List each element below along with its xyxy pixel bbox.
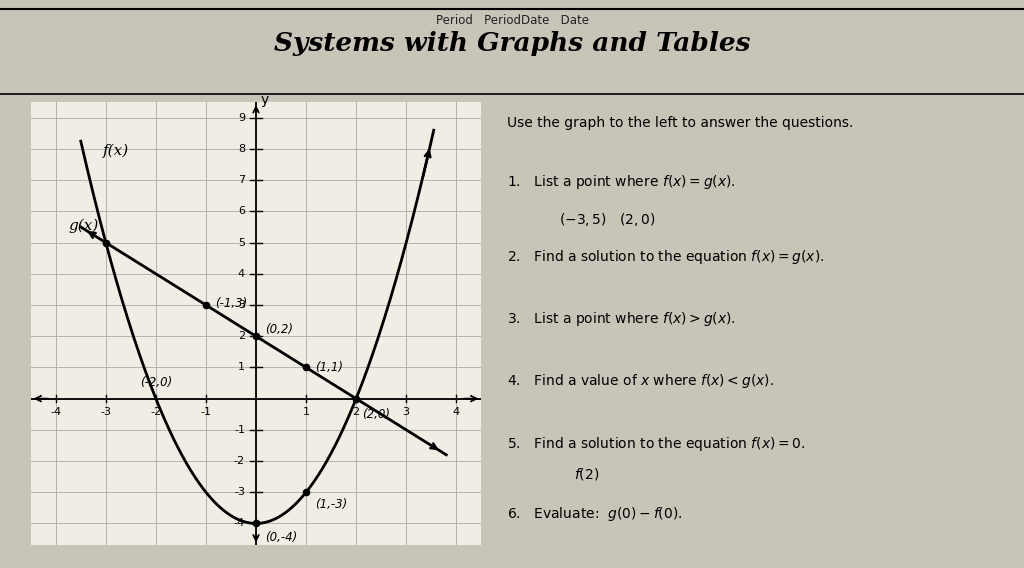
- Text: -3: -3: [100, 407, 112, 417]
- Text: (0,-4): (0,-4): [265, 531, 297, 544]
- Text: $(-3, 5)$   $(2, 0)$: $(-3, 5)$ $(2, 0)$: [559, 211, 655, 228]
- Text: Period   PeriodDate   Date: Period PeriodDate Date: [435, 14, 589, 27]
- Text: 7: 7: [238, 176, 245, 185]
- Text: -4: -4: [233, 519, 245, 528]
- Text: (-1,3): (-1,3): [215, 297, 247, 310]
- Text: 4: 4: [238, 269, 245, 279]
- Text: (1,1): (1,1): [315, 361, 343, 374]
- Text: y: y: [261, 93, 269, 107]
- Text: 5.   Find a solution to the equation $f(x) = 0$.: 5. Find a solution to the equation $f(x)…: [507, 435, 805, 453]
- Text: 6: 6: [238, 206, 245, 216]
- Text: f(x): f(x): [103, 144, 130, 158]
- Text: -2: -2: [233, 456, 245, 466]
- Text: 8: 8: [238, 144, 245, 154]
- Text: (-2,0): (-2,0): [139, 375, 172, 389]
- Text: -3: -3: [234, 487, 245, 497]
- Text: 1: 1: [302, 407, 309, 417]
- Text: 4.   Find a value of $x$ where $f(x) < g(x)$.: 4. Find a value of $x$ where $f(x) < g(x…: [507, 373, 774, 390]
- Text: (2,0): (2,0): [362, 408, 390, 421]
- Text: $f(2)$: $f(2)$: [574, 466, 599, 482]
- Text: g(x): g(x): [69, 219, 98, 233]
- Text: -1: -1: [234, 425, 245, 435]
- Text: 3: 3: [238, 300, 245, 310]
- Text: -2: -2: [151, 407, 162, 417]
- Text: 9: 9: [238, 113, 245, 123]
- Text: 1.   List a point where $f(x) = g(x)$.: 1. List a point where $f(x) = g(x)$.: [507, 173, 736, 191]
- Text: -4: -4: [50, 407, 61, 417]
- Text: Systems with Graphs and Tables: Systems with Graphs and Tables: [273, 31, 751, 56]
- Text: 4: 4: [453, 407, 460, 417]
- Text: 2: 2: [238, 331, 245, 341]
- Text: 5: 5: [238, 237, 245, 248]
- Text: 3.   List a point where $f(x) > g(x)$.: 3. List a point where $f(x) > g(x)$.: [507, 311, 736, 328]
- Text: 2: 2: [352, 407, 359, 417]
- Text: -1: -1: [201, 407, 211, 417]
- Text: 2.   Find a solution to the equation $f(x) = g(x)$.: 2. Find a solution to the equation $f(x)…: [507, 248, 824, 266]
- Text: 6.   Evaluate:  $g(0) - f(0)$.: 6. Evaluate: $g(0) - f(0)$.: [507, 506, 682, 523]
- Text: (1,-3): (1,-3): [315, 498, 347, 511]
- Text: (0,2): (0,2): [265, 324, 293, 336]
- Text: 1: 1: [238, 362, 245, 373]
- Text: Use the graph to the left to answer the questions.: Use the graph to the left to answer the …: [507, 115, 853, 130]
- Text: 3: 3: [402, 407, 410, 417]
